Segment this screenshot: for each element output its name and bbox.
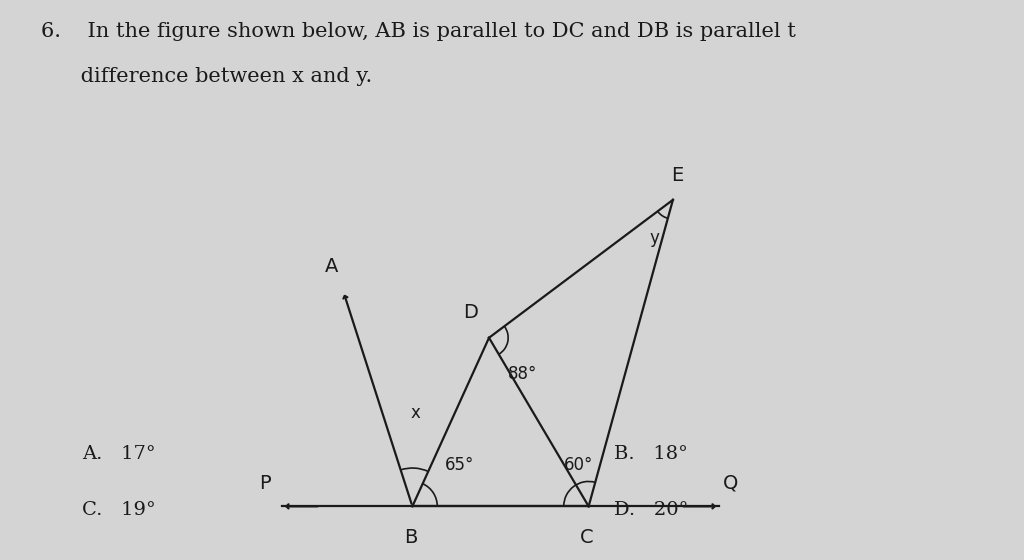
Text: C: C: [581, 528, 594, 547]
Text: 6.    In the figure shown below, AB is parallel to DC and DB is parallel t: 6. In the figure shown below, AB is para…: [41, 22, 796, 41]
Text: 88°: 88°: [508, 365, 538, 382]
Text: x: x: [411, 404, 420, 422]
Text: y: y: [650, 229, 659, 247]
Text: A: A: [326, 258, 339, 277]
Text: A.   17°: A. 17°: [82, 445, 156, 463]
Text: B: B: [404, 528, 418, 547]
Text: Q: Q: [723, 474, 738, 493]
Text: B.   18°: B. 18°: [614, 445, 688, 463]
Text: C.   19°: C. 19°: [82, 501, 156, 519]
Text: D: D: [463, 304, 477, 323]
Text: D.   20°: D. 20°: [614, 501, 689, 519]
Text: 65°: 65°: [444, 456, 474, 474]
Text: P: P: [259, 474, 270, 493]
Text: E: E: [671, 166, 683, 184]
Text: difference between x and y.: difference between x and y.: [41, 67, 372, 86]
Text: 60°: 60°: [564, 456, 594, 474]
